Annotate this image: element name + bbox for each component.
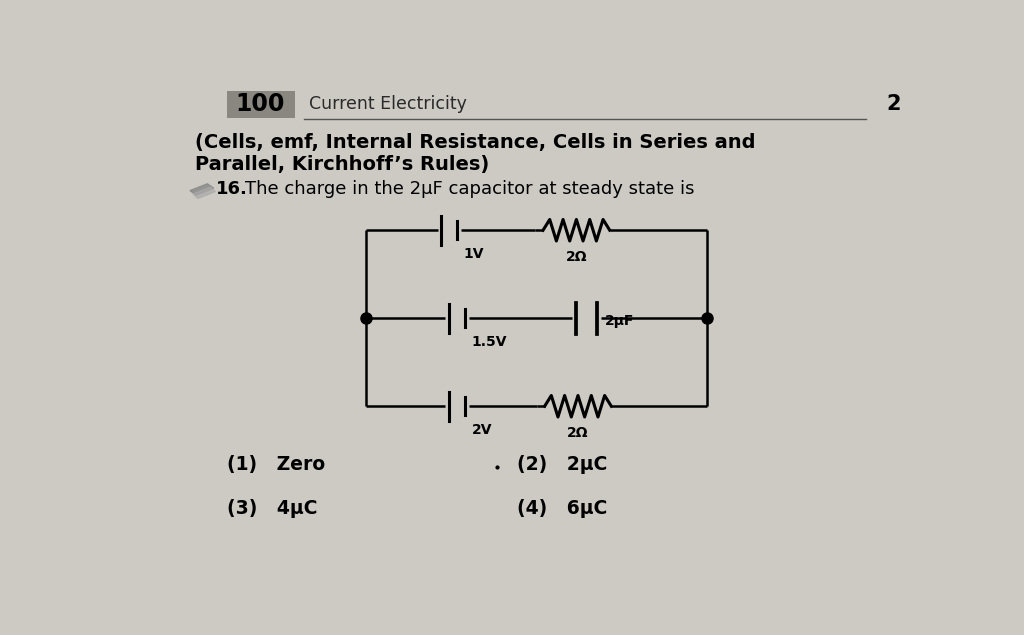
Text: Current Electricity: Current Electricity bbox=[309, 95, 467, 113]
Text: (Cells, emf, Internal Resistance, Cells in Series and: (Cells, emf, Internal Resistance, Cells … bbox=[196, 133, 756, 152]
Text: 16.: 16. bbox=[216, 180, 248, 198]
Polygon shape bbox=[194, 187, 215, 198]
Text: 2: 2 bbox=[886, 94, 900, 114]
Text: 1.5V: 1.5V bbox=[472, 335, 507, 349]
Text: (3)   4μC: (3) 4μC bbox=[227, 499, 317, 518]
Text: 1V: 1V bbox=[464, 248, 484, 262]
Text: (1)   Zero: (1) Zero bbox=[227, 455, 326, 474]
FancyBboxPatch shape bbox=[227, 91, 295, 117]
Text: 2Ω: 2Ω bbox=[567, 426, 589, 440]
Text: 2μF: 2μF bbox=[605, 314, 634, 328]
Text: Parallel, Kirchhoff’s Rules): Parallel, Kirchhoff’s Rules) bbox=[196, 155, 489, 174]
Text: (2)   2μC: (2) 2μC bbox=[517, 455, 607, 474]
Polygon shape bbox=[189, 184, 214, 195]
Text: 2V: 2V bbox=[472, 424, 493, 438]
Text: 2Ω: 2Ω bbox=[565, 250, 587, 264]
Text: The charge in the 2μF capacitor at steady state is: The charge in the 2μF capacitor at stead… bbox=[246, 180, 695, 198]
Text: (4)   6μC: (4) 6μC bbox=[517, 499, 607, 518]
Text: 100: 100 bbox=[236, 92, 286, 116]
